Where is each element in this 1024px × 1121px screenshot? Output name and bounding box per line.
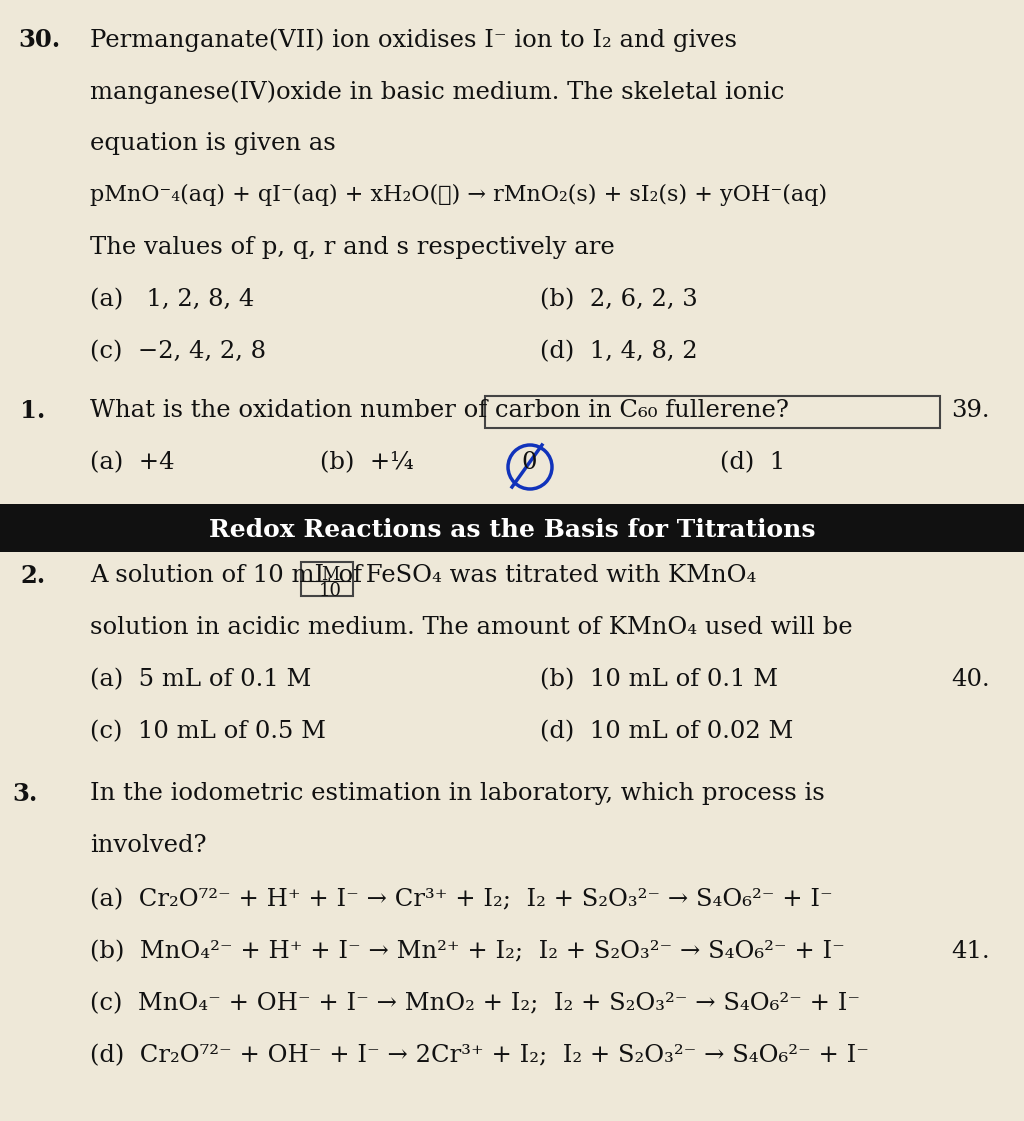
Text: (d)  Cr₂O⁷²⁻ + OH⁻ + I⁻ → 2Cr³⁺ + I₂;  I₂ + S₂O₃²⁻ → S₄O₆²⁻ + I⁻: (d) Cr₂O⁷²⁻ + OH⁻ + I⁻ → 2Cr³⁺ + I₂; I₂ … [90,1044,869,1067]
Bar [485,396,940,428]
Text: manganese(IV)oxide in basic medium. The skeletal ionic: manganese(IV)oxide in basic medium. The … [90,80,784,103]
Text: A solution of 10 mL of: A solution of 10 mL of [90,564,370,587]
Text: (b)  10 mL of 0.1 M: (b) 10 mL of 0.1 M [540,668,778,691]
Text: (a)  Cr₂O⁷²⁻ + H⁺ + I⁻ → Cr³⁺ + I₂;  I₂ + S₂O₃²⁻ → S₄O₆²⁻ + I⁻: (a) Cr₂O⁷²⁻ + H⁺ + I⁻ → Cr³⁺ + I₂; I₂ + … [90,888,833,911]
Text: (b)  MnO₄²⁻ + H⁺ + I⁻ → Mn²⁺ + I₂;  I₂ + S₂O₃²⁻ → S₄O₆²⁻ + I⁻: (b) MnO₄²⁻ + H⁺ + I⁻ → Mn²⁺ + I₂; I₂ + S… [90,941,845,963]
Text: 41.: 41. [951,941,990,963]
Text: 39.: 39. [951,399,990,421]
Text: 10: 10 [318,582,341,600]
Text: (c)  10 mL of 0.5 M: (c) 10 mL of 0.5 M [90,720,326,743]
Bar [301,562,353,596]
Text: (b)  +¼: (b) +¼ [319,451,414,474]
Text: (a)   1, 2, 8, 4: (a) 1, 2, 8, 4 [90,288,254,311]
Text: 1.: 1. [20,399,45,423]
Text: (d)  1: (d) 1 [720,451,785,474]
Text: (d)  10 mL of 0.02 M: (d) 10 mL of 0.02 M [540,720,794,743]
Text: M: M [321,566,339,584]
Text: FeSO₄ was titrated with KMnO₄: FeSO₄ was titrated with KMnO₄ [358,564,757,587]
Text: (d)  1, 4, 8, 2: (d) 1, 4, 8, 2 [540,340,697,363]
Text: In the iodometric estimation in laboratory, which process is: In the iodometric estimation in laborato… [90,782,824,805]
Text: The values of p, q, r and s respectively are: The values of p, q, r and s respectively… [90,237,614,259]
Text: (c)  MnO₄⁻ + OH⁻ + I⁻ → MnO₂ + I₂;  I₂ + S₂O₃²⁻ → S₄O₆²⁻ + I⁻: (c) MnO₄⁻ + OH⁻ + I⁻ → MnO₂ + I₂; I₂ + S… [90,992,860,1015]
Text: 40.: 40. [951,668,990,691]
Text: 0: 0 [521,451,537,474]
Text: solution in acidic medium. The amount of KMnO₄ used will be: solution in acidic medium. The amount of… [90,617,853,639]
Bar [0,504,1024,552]
Text: 3.: 3. [12,782,37,806]
Text: (c)  −2, 4, 2, 8: (c) −2, 4, 2, 8 [90,340,266,363]
Text: (a)  +4: (a) +4 [90,451,175,474]
Text: 30.: 30. [18,28,60,52]
Text: (b)  2, 6, 2, 3: (b) 2, 6, 2, 3 [540,288,697,311]
Text: pMnO⁻₄(aq) + qI⁻(aq) + xH₂O(ℓ) → rMnO₂(s) + sI₂(s) + yOH⁻(aq): pMnO⁻₄(aq) + qI⁻(aq) + xH₂O(ℓ) → rMnO₂(s… [90,184,827,206]
Text: 2.: 2. [20,564,45,589]
Text: (a)  5 mL of 0.1 M: (a) 5 mL of 0.1 M [90,668,311,691]
Text: involved?: involved? [90,834,207,856]
Text: What is the oxidation number of carbon in C₆₀ fullerene?: What is the oxidation number of carbon i… [90,399,788,421]
Text: Permanganate(VII) ion oxidises I⁻ ion to I₂ and gives: Permanganate(VII) ion oxidises I⁻ ion to… [90,28,737,52]
Text: Redox Reactions as the Basis for Titrations: Redox Reactions as the Basis for Titrati… [209,518,815,541]
Text: equation is given as: equation is given as [90,132,336,155]
